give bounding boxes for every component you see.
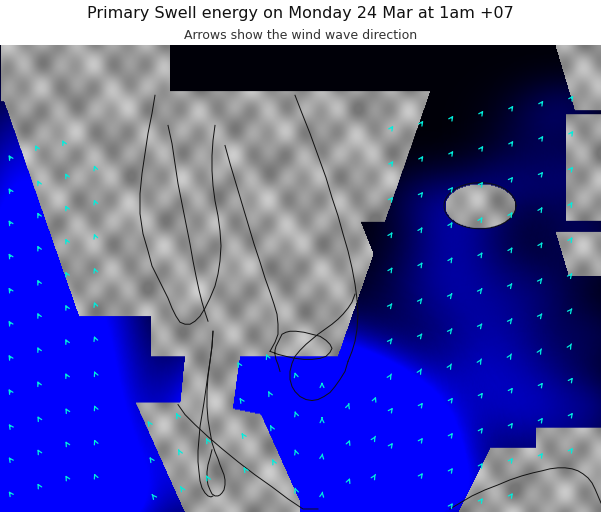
Text: Primary Swell energy on Monday 24 Mar at 1am +07: Primary Swell energy on Monday 24 Mar at…: [87, 6, 514, 21]
Text: Arrows show the wind wave direction: Arrows show the wind wave direction: [184, 29, 417, 41]
